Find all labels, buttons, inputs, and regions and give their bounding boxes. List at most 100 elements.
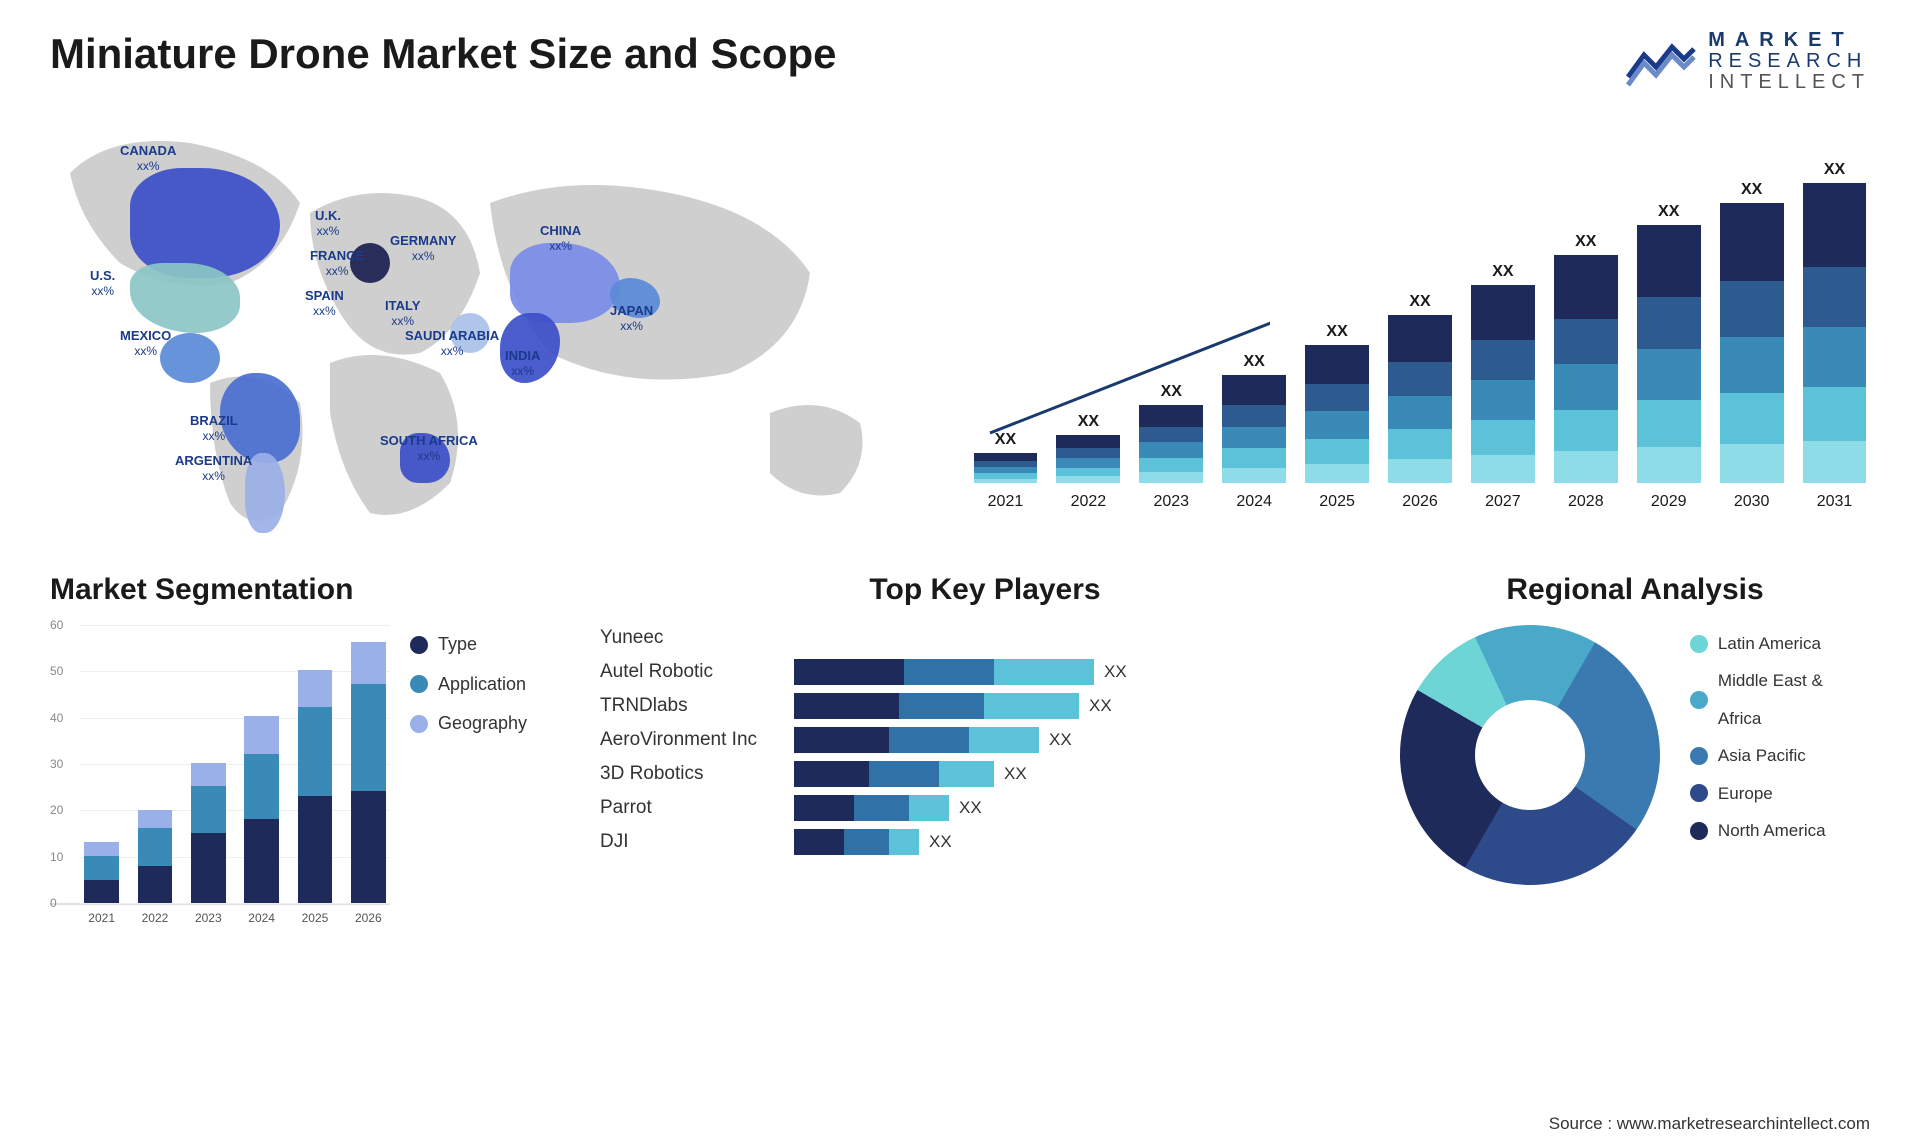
forecast-bar-segment xyxy=(1471,420,1535,456)
seg-year-label: 2021 xyxy=(88,911,115,925)
map-country-label: CHINAxx% xyxy=(540,223,581,253)
forecast-bar-segment xyxy=(1471,285,1535,340)
forecast-year-label: 2022 xyxy=(1053,493,1124,511)
forecast-year-label: 2024 xyxy=(1219,493,1290,511)
forecast-bar-col: XX2024 xyxy=(1219,143,1290,483)
forecast-value-label: XX xyxy=(1161,383,1182,401)
key-player-value: XX xyxy=(929,832,952,852)
legend-label: North America xyxy=(1718,812,1826,849)
segmentation-plot: 0102030405060202120222023202420252026 xyxy=(50,625,390,905)
donut-hole xyxy=(1475,700,1585,810)
seg-legend-item: Application xyxy=(410,665,527,705)
forecast-bar-segment xyxy=(1637,349,1701,401)
key-player-value: XX xyxy=(1089,696,1112,716)
forecast-bar-segment xyxy=(1471,340,1535,380)
forecast-bar-segment xyxy=(1139,427,1203,443)
key-player-bar-segment xyxy=(794,727,889,753)
key-player-bar-segment xyxy=(984,693,1079,719)
forecast-bar-segment xyxy=(1388,315,1452,362)
forecast-bar-col: XX2021 xyxy=(970,143,1041,483)
forecast-bar xyxy=(1471,285,1535,483)
key-player-bar-wrap: XX xyxy=(794,693,1370,719)
legend-dot-icon xyxy=(1690,691,1708,709)
forecast-bar-segment xyxy=(1554,410,1618,451)
forecast-bar-segment xyxy=(1139,458,1203,472)
key-player-bar-wrap: XX xyxy=(794,795,1370,821)
key-player-bar-wrap: XX xyxy=(794,829,1370,855)
key-player-bar-wrap xyxy=(794,625,1370,651)
key-player-row: DJIXX xyxy=(600,829,1370,855)
forecast-bar-segment xyxy=(1637,447,1701,483)
seg-bar-segment xyxy=(298,707,333,796)
forecast-bar-segment xyxy=(1720,281,1784,337)
legend-dot-icon xyxy=(1690,822,1708,840)
seg-y-tick: 30 xyxy=(50,757,63,771)
forecast-bar-segment xyxy=(1222,448,1286,467)
regional-title: Regional Analysis xyxy=(1400,573,1870,607)
key-players-panel: Top Key Players YuneecAutel RoboticXXTRN… xyxy=(600,573,1370,905)
key-player-bar xyxy=(794,659,1094,685)
seg-bar-segment xyxy=(84,880,119,903)
seg-year-label: 2024 xyxy=(248,911,275,925)
key-player-row: 3D RoboticsXX xyxy=(600,761,1370,787)
legend-dot-icon xyxy=(410,636,428,654)
regional-legend-item: Middle East & Africa xyxy=(1690,662,1870,737)
forecast-bar-segment xyxy=(1803,441,1867,483)
regional-panel: Regional Analysis Latin AmericaMiddle Ea… xyxy=(1400,573,1870,905)
seg-bar-col: 2023 xyxy=(187,625,230,903)
forecast-year-label: 2030 xyxy=(1716,493,1787,511)
forecast-bar-segment xyxy=(1637,297,1701,349)
forecast-value-label: XX xyxy=(1409,293,1430,311)
brand-logo: MARKET RESEARCH INTELLECT xyxy=(1626,30,1870,93)
forecast-bar-segment xyxy=(1305,345,1369,384)
seg-y-tick: 60 xyxy=(50,618,63,632)
key-player-name: Yuneec xyxy=(600,627,780,649)
legend-label: Application xyxy=(438,665,526,705)
regional-legend-item: Latin America xyxy=(1690,625,1870,662)
seg-year-label: 2023 xyxy=(195,911,222,925)
forecast-bar-segment xyxy=(1388,429,1452,459)
forecast-bar-segment xyxy=(1803,387,1867,441)
forecast-value-label: XX xyxy=(1741,181,1762,199)
key-players-title: Top Key Players xyxy=(600,573,1370,607)
forecast-value-label: XX xyxy=(1824,161,1845,179)
seg-y-tick: 0 xyxy=(50,896,57,910)
forecast-bar-segment xyxy=(1720,337,1784,393)
seg-bar xyxy=(244,716,279,903)
forecast-bar xyxy=(1056,435,1120,483)
key-player-bar xyxy=(794,795,949,821)
seg-bar-segment xyxy=(244,819,279,903)
forecast-bar-segment xyxy=(974,453,1038,461)
forecast-bar-segment xyxy=(1637,225,1701,297)
key-player-bar-wrap: XX xyxy=(794,659,1370,685)
key-player-bar xyxy=(794,727,1039,753)
key-player-bar-segment xyxy=(794,829,844,855)
key-player-bar-segment xyxy=(969,727,1039,753)
key-player-value: XX xyxy=(1049,730,1072,750)
forecast-bar-segment xyxy=(1554,451,1618,483)
seg-bar-segment xyxy=(138,866,173,903)
map-country-label: INDIAxx% xyxy=(505,348,540,378)
key-player-bar-segment xyxy=(904,659,994,685)
page-title: Miniature Drone Market Size and Scope xyxy=(50,30,837,78)
forecast-bar-col: XX2026 xyxy=(1385,143,1456,483)
key-player-bar xyxy=(794,761,994,787)
map-country-label: SAUDI ARABIAxx% xyxy=(405,328,499,358)
legend-label: Asia Pacific xyxy=(1718,737,1806,774)
forecast-bar-segment xyxy=(1139,442,1203,458)
forecast-year-label: 2021 xyxy=(970,493,1041,511)
forecast-bar-segment xyxy=(1139,472,1203,483)
forecast-year-label: 2028 xyxy=(1550,493,1621,511)
seg-bar xyxy=(191,763,226,903)
map-country-label: SOUTH AFRICAxx% xyxy=(380,433,478,463)
regional-donut-chart xyxy=(1400,625,1660,885)
forecast-chart-panel: XX2021XX2022XX2023XX2024XX2025XX2026XX20… xyxy=(970,113,1870,543)
key-player-bar-segment xyxy=(844,829,889,855)
forecast-bar-segment xyxy=(1720,203,1784,281)
seg-y-tick: 40 xyxy=(50,711,63,725)
forecast-bar-segment xyxy=(1803,267,1867,327)
segmentation-legend: TypeApplicationGeography xyxy=(410,625,527,905)
key-player-row: Autel RoboticXX xyxy=(600,659,1370,685)
segmentation-title: Market Segmentation xyxy=(50,573,570,607)
legend-label: Type xyxy=(438,625,477,665)
